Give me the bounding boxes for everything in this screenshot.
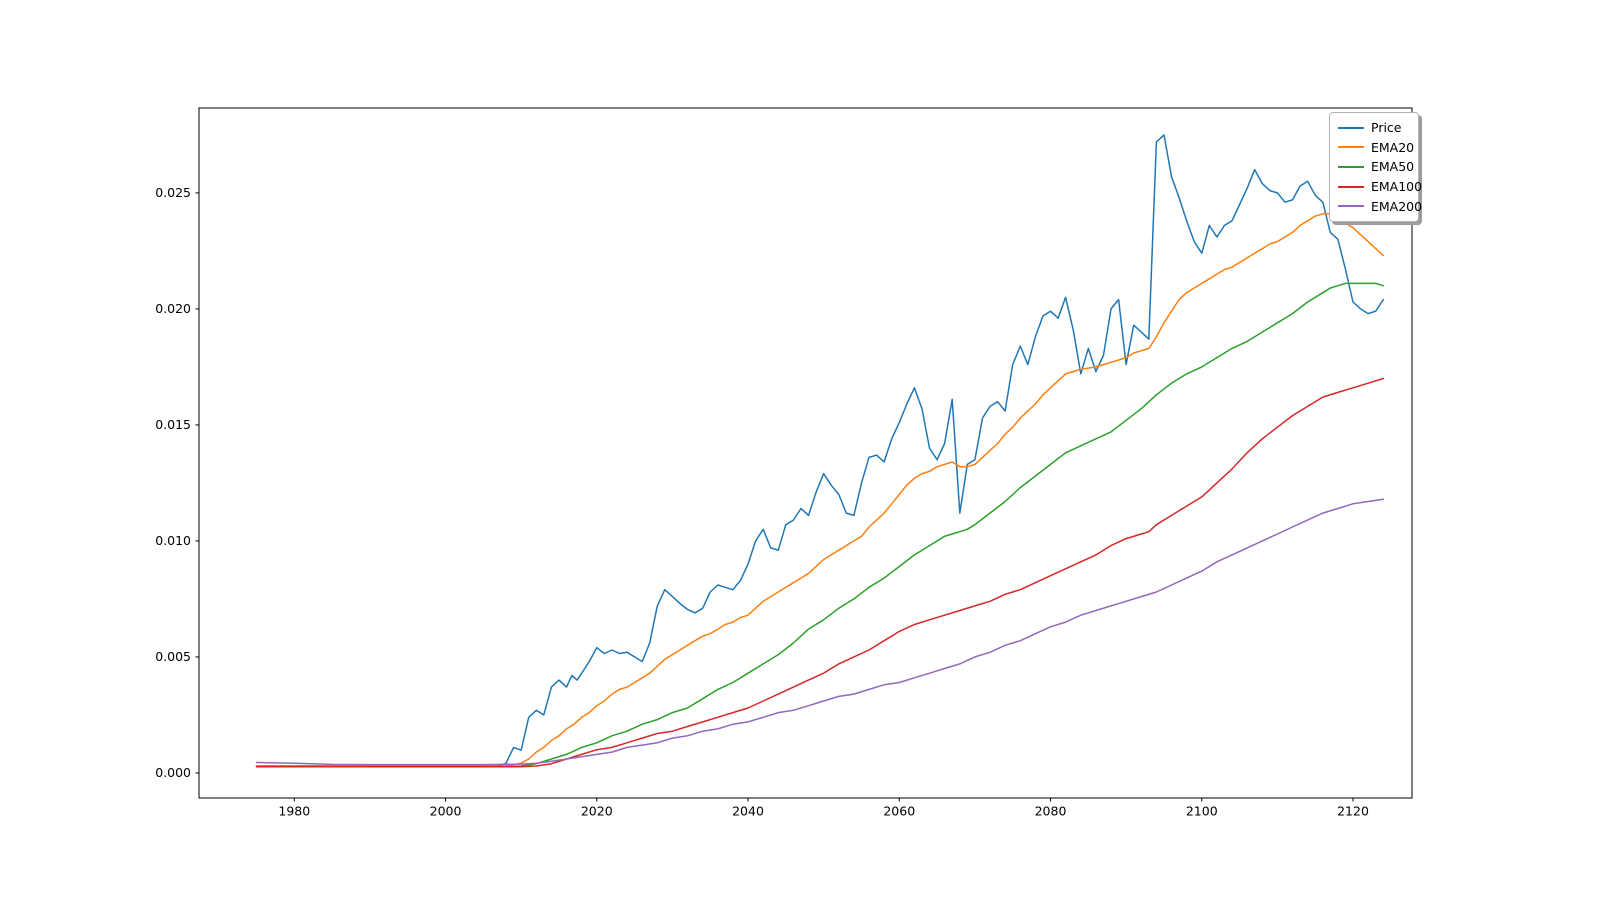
legend-entry-price: Price <box>1338 118 1409 138</box>
legend-label: Price <box>1371 120 1402 136</box>
series-line-price <box>255 134 1385 767</box>
y-axis-tick-label: 0.010 <box>155 533 191 548</box>
y-axis-tick-label: 0.000 <box>155 765 191 780</box>
x-axis-tick-label: 2020 <box>581 804 613 819</box>
legend-line-sample <box>1338 185 1364 188</box>
x-axis-tick-label: 2000 <box>430 804 462 819</box>
legend-entry-ema200: EMA200 <box>1338 196 1422 216</box>
legend-line-sample <box>1338 165 1364 168</box>
series-line-ema100 <box>255 377 1385 768</box>
legend-line-sample <box>1338 146 1364 149</box>
series-line-ema200 <box>255 498 1385 766</box>
legend-entry-ema20: EMA20 <box>1338 138 1414 158</box>
y-axis-tick-label: 0.025 <box>155 185 191 200</box>
x-axis-tick-label: 1980 <box>278 804 310 819</box>
axes-spines <box>198 107 1413 799</box>
x-axis-tick-label: 2040 <box>732 804 764 819</box>
y-axis-tick-label: 0.020 <box>155 301 191 316</box>
legend-label: EMA200 <box>1371 198 1423 214</box>
y-axis-tick-label: 0.015 <box>155 417 191 432</box>
legend-entry-ema50: EMA50 <box>1338 157 1414 177</box>
x-axis-tick-label: 2120 <box>1337 804 1369 819</box>
x-axis-tick-label: 2060 <box>883 804 915 819</box>
y-axis-tick-label: 0.005 <box>155 649 191 664</box>
legend-line-sample <box>1338 126 1364 129</box>
legend-label: EMA20 <box>1371 139 1415 155</box>
legend-label: EMA50 <box>1371 159 1415 175</box>
x-axis-tick-label: 2100 <box>1186 804 1218 819</box>
series-line-ema50 <box>255 282 1385 768</box>
legend-line-sample <box>1338 205 1364 208</box>
x-axis-tick-label: 2080 <box>1035 804 1067 819</box>
legend: Price EMA20 EMA50 EMA100 EMA200 <box>1329 112 1422 222</box>
legend-entry-ema100: EMA100 <box>1338 177 1422 197</box>
legend-label: EMA100 <box>1371 179 1423 195</box>
series-line-ema20 <box>255 213 1385 767</box>
